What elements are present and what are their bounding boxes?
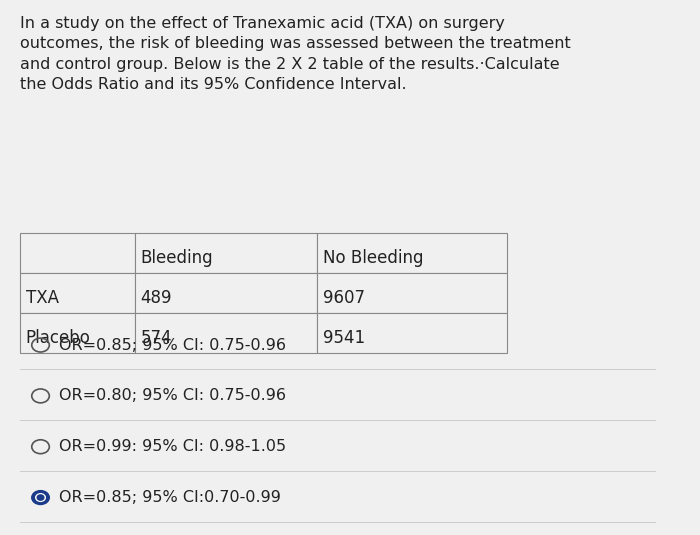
Text: Bleeding: Bleeding [141, 249, 213, 266]
Text: No Bleeding: No Bleeding [323, 249, 423, 266]
Bar [135, 233, 318, 273]
Bar [318, 273, 507, 313]
Bar [318, 233, 507, 273]
Bar [135, 273, 318, 313]
Bar [135, 313, 318, 353]
Text: 9541: 9541 [323, 329, 365, 347]
Text: 9607: 9607 [323, 289, 365, 307]
Text: Placebo: Placebo [26, 329, 90, 347]
Circle shape [36, 494, 46, 501]
Text: TXA: TXA [26, 289, 59, 307]
Text: OR=0.85; 95% CI: 0.75-0.96: OR=0.85; 95% CI: 0.75-0.96 [60, 338, 286, 353]
Circle shape [37, 495, 44, 500]
Text: OR=0.85; 95% CI:0.70-0.99: OR=0.85; 95% CI:0.70-0.99 [60, 490, 281, 505]
Bar [20, 313, 135, 353]
Circle shape [32, 491, 49, 505]
Text: In a study on the effect of Tranexamic acid (TXA) on surgery
outcomes, the risk : In a study on the effect of Tranexamic a… [20, 16, 571, 92]
Text: OR=0.80; 95% CI: 0.75-0.96: OR=0.80; 95% CI: 0.75-0.96 [60, 388, 286, 403]
Text: 489: 489 [141, 289, 172, 307]
Bar [318, 313, 507, 353]
Bar [20, 233, 135, 273]
Text: OR=0.99: 95% CI: 0.98-1.05: OR=0.99: 95% CI: 0.98-1.05 [60, 439, 286, 454]
Bar [20, 273, 135, 313]
Text: 574: 574 [141, 329, 172, 347]
